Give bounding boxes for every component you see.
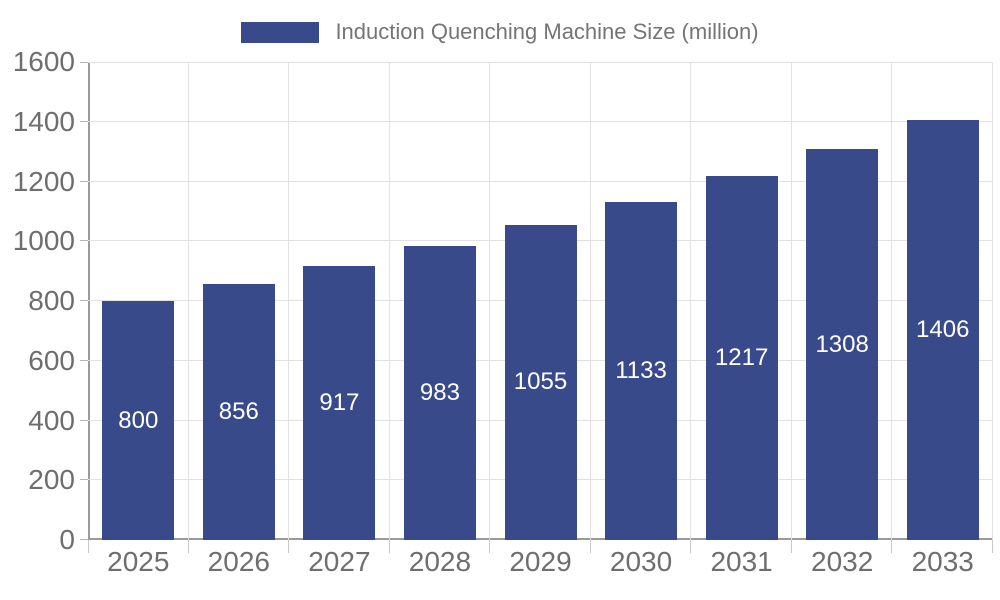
bar-value-label: 917 xyxy=(319,389,360,417)
bar: 856 xyxy=(202,284,275,540)
y-axis-label: 0 xyxy=(59,524,75,555)
bar: 800 xyxy=(102,301,175,540)
bar-value-label: 856 xyxy=(218,398,259,426)
grid-line-v xyxy=(891,62,893,540)
y-axis-tick xyxy=(80,479,88,481)
grid-line-v xyxy=(790,62,792,540)
y-axis-label: 1200 xyxy=(12,165,75,197)
bar: 1406 xyxy=(906,119,979,540)
y-axis-label: 200 xyxy=(28,464,75,496)
bar-value-label: 800 xyxy=(118,406,159,434)
bar: 1055 xyxy=(504,224,577,540)
grid-line-v xyxy=(690,62,692,540)
x-axis-tick xyxy=(388,540,390,553)
legend-label: Induction Quenching Machine Size (millio… xyxy=(335,19,759,44)
bar: 1217 xyxy=(705,176,778,540)
legend-swatch xyxy=(241,21,320,43)
x-axis-label: 2027 xyxy=(308,546,371,577)
x-axis-tick xyxy=(187,540,189,553)
grid-line-h xyxy=(88,62,993,63)
grid-line-v xyxy=(489,62,491,540)
y-axis-label: 1600 xyxy=(12,46,75,77)
x-axis-tick xyxy=(690,540,692,553)
bar: 1133 xyxy=(605,201,678,540)
x-axis-tick xyxy=(88,540,89,553)
x-axis-label: 2033 xyxy=(911,546,974,577)
grid-line-v xyxy=(388,62,390,540)
grid-line-h xyxy=(88,120,993,122)
y-axis-tick xyxy=(80,359,88,361)
x-axis-tick xyxy=(288,540,290,553)
legend-item[interactable]: Induction Quenching Machine Size (millio… xyxy=(0,17,1000,47)
y-axis-label: 1400 xyxy=(12,105,75,137)
y-axis-label: 1000 xyxy=(12,225,75,257)
y-axis-tick xyxy=(80,539,88,540)
x-axis-label: 2032 xyxy=(811,546,874,577)
grid-line-h xyxy=(88,180,993,182)
y-axis-line xyxy=(88,62,90,540)
y-axis-tick xyxy=(80,62,88,63)
x-axis-label: 2030 xyxy=(609,546,673,577)
bar: 983 xyxy=(403,246,476,540)
x-axis-label: 2026 xyxy=(207,546,270,577)
y-axis-label: 400 xyxy=(28,404,75,436)
x-axis-tick xyxy=(790,540,792,553)
x-axis-label: 2028 xyxy=(408,546,472,577)
grid-line-v xyxy=(589,62,591,540)
bar-value-label: 1055 xyxy=(513,368,568,396)
bar: 1308 xyxy=(806,149,879,540)
bar-value-label: 1133 xyxy=(615,356,667,384)
y-axis-tick xyxy=(80,240,88,242)
x-axis-label: 2025 xyxy=(107,546,170,577)
grid-line-v xyxy=(992,62,993,540)
y-axis-tick xyxy=(80,120,88,122)
plot-area: 0 200 400 600 800 1000 1200 1400 1600 800 2025 856 2… xyxy=(13,48,993,576)
x-axis-label: 2029 xyxy=(509,546,572,577)
grid-line-v xyxy=(187,62,189,540)
bar-value-label: 1406 xyxy=(916,315,970,343)
x-axis-tick xyxy=(589,540,591,553)
y-axis-tick xyxy=(80,300,88,301)
y-axis-label: 600 xyxy=(28,344,75,376)
x-axis-label: 2031 xyxy=(710,546,773,577)
bar-value-label: 1308 xyxy=(815,330,869,358)
bar-value-label: 1217 xyxy=(714,344,769,372)
y-axis-tick xyxy=(80,180,88,182)
y-axis-tick xyxy=(80,419,88,421)
bar: 917 xyxy=(303,266,376,540)
x-axis-tick xyxy=(489,540,491,553)
x-axis-tick xyxy=(992,540,993,553)
bar-value-label: 983 xyxy=(419,379,460,407)
x-axis-tick xyxy=(891,540,893,553)
grid-line-v xyxy=(288,62,290,540)
y-axis-label: 800 xyxy=(28,285,75,316)
